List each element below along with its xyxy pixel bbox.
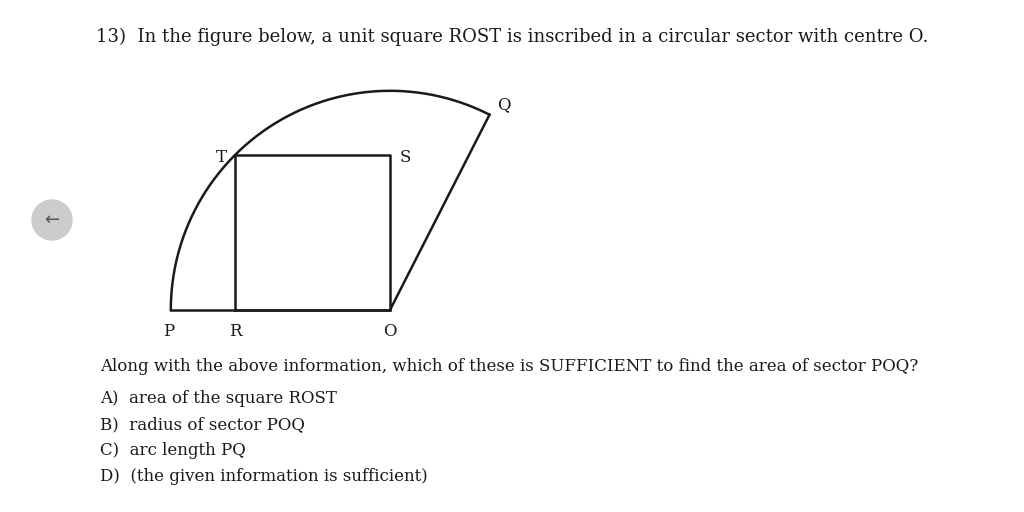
Text: D)  (the given information is sufficient): D) (the given information is sufficient) (100, 468, 428, 485)
Circle shape (32, 200, 72, 240)
Text: T: T (216, 148, 227, 165)
Text: S: S (400, 148, 412, 165)
Text: O: O (383, 323, 396, 340)
Text: B)  radius of sector POQ: B) radius of sector POQ (100, 416, 305, 433)
Text: R: R (228, 323, 242, 340)
Text: Q: Q (498, 96, 511, 113)
Text: C)  arc length PQ: C) arc length PQ (100, 442, 246, 459)
Text: Along with the above information, which of these is SUFFICIENT to find the area : Along with the above information, which … (100, 358, 919, 375)
Text: P: P (163, 323, 174, 340)
Text: A)  area of the square ROST: A) area of the square ROST (100, 390, 337, 407)
Text: ←: ← (44, 211, 59, 229)
Text: 13)  In the figure below, a unit square ROST is inscribed in a circular sector w: 13) In the figure below, a unit square R… (96, 28, 928, 46)
